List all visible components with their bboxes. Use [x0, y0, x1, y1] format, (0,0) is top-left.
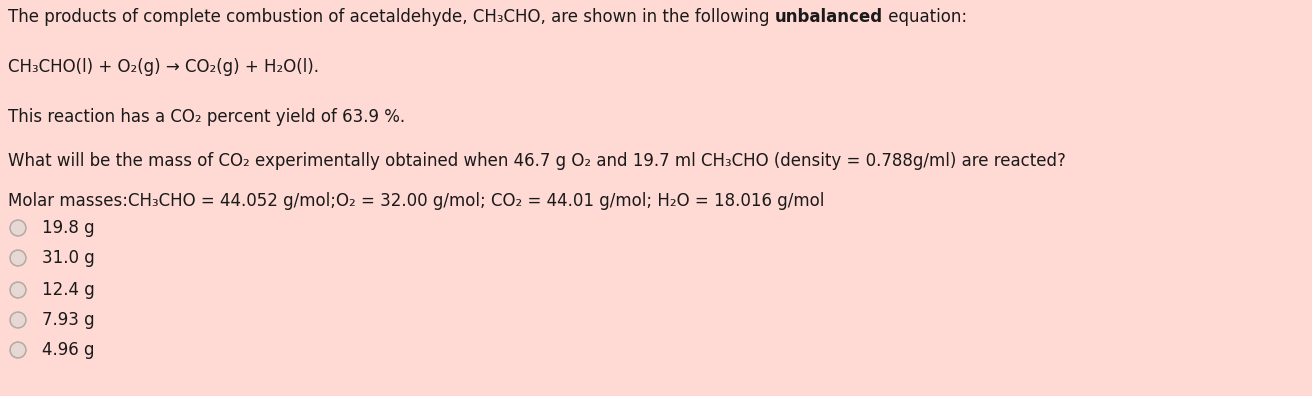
- Text: unbalanced: unbalanced: [775, 8, 883, 26]
- Text: CH₃CHO(l) + O₂(g) → CO₂(g) + H₂O(l).: CH₃CHO(l) + O₂(g) → CO₂(g) + H₂O(l).: [8, 58, 319, 76]
- Text: Molar masses:CH₃CHO = 44.052 g/mol;O₂ = 32.00 g/mol; CO₂ = 44.01 g/mol; H₂O = 18: Molar masses:CH₃CHO = 44.052 g/mol;O₂ = …: [8, 192, 824, 210]
- Text: 4.96 g: 4.96 g: [42, 341, 94, 359]
- Text: The products of complete combustion of acetaldehyde, CH₃CHO, are shown in the fo: The products of complete combustion of a…: [8, 8, 775, 26]
- Circle shape: [10, 250, 26, 266]
- Circle shape: [12, 284, 25, 297]
- Text: 7.93 g: 7.93 g: [42, 311, 94, 329]
- Circle shape: [10, 342, 26, 358]
- Text: This reaction has a CO₂ percent yield of 63.9 %.: This reaction has a CO₂ percent yield of…: [8, 108, 405, 126]
- Circle shape: [10, 282, 26, 298]
- Circle shape: [10, 312, 26, 328]
- Text: 31.0 g: 31.0 g: [42, 249, 94, 267]
- Text: 12.4 g: 12.4 g: [42, 281, 94, 299]
- Circle shape: [12, 314, 25, 326]
- Circle shape: [12, 343, 25, 356]
- Text: 19.8 g: 19.8 g: [42, 219, 94, 237]
- Circle shape: [12, 221, 25, 234]
- Circle shape: [10, 220, 26, 236]
- Text: What will be the mass of CO₂ experimentally obtained when 46.7 g O₂ and 19.7 ml : What will be the mass of CO₂ experimenta…: [8, 152, 1065, 170]
- Text: equation:: equation:: [883, 8, 967, 26]
- Circle shape: [12, 251, 25, 265]
